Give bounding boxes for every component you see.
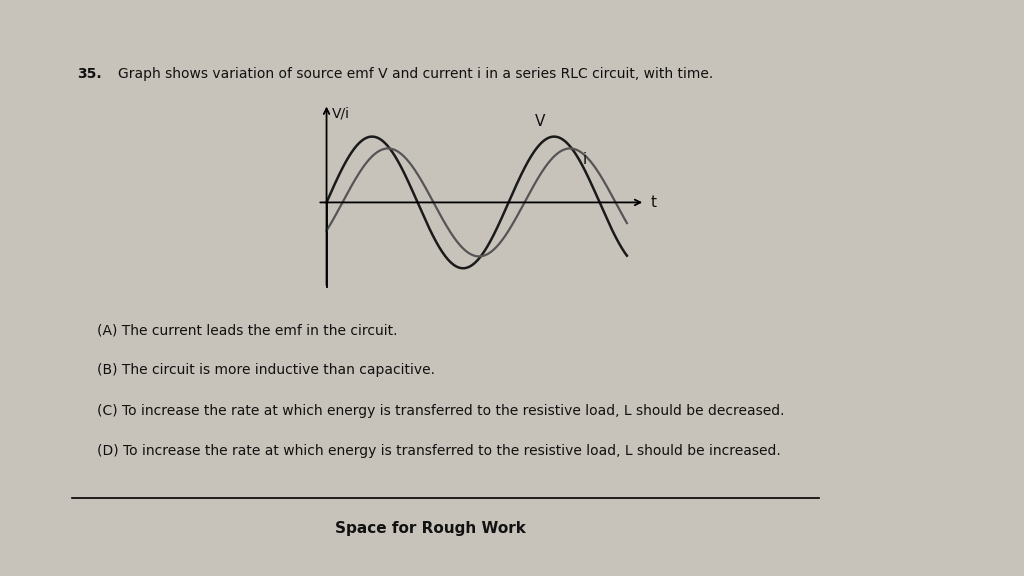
- Text: 35.: 35.: [77, 67, 101, 81]
- Text: (A) The current leads the emf in the circuit.: (A) The current leads the emf in the cir…: [97, 323, 397, 337]
- Text: Graph shows variation of source emf V and current i in a series RLC circuit, wit: Graph shows variation of source emf V an…: [118, 67, 713, 81]
- Text: (D) To increase the rate at which energy is transferred to the resistive load, L: (D) To increase the rate at which energy…: [97, 444, 781, 458]
- Text: t: t: [650, 195, 656, 210]
- Text: V/i: V/i: [332, 107, 350, 121]
- Text: V: V: [535, 113, 545, 128]
- Text: i: i: [583, 151, 587, 166]
- Text: (C) To increase the rate at which energy is transferred to the resistive load, L: (C) To increase the rate at which energy…: [97, 404, 784, 418]
- Text: Space for Rough Work: Space for Rough Work: [335, 521, 525, 536]
- Text: (B) The circuit is more inductive than capacitive.: (B) The circuit is more inductive than c…: [97, 363, 435, 377]
